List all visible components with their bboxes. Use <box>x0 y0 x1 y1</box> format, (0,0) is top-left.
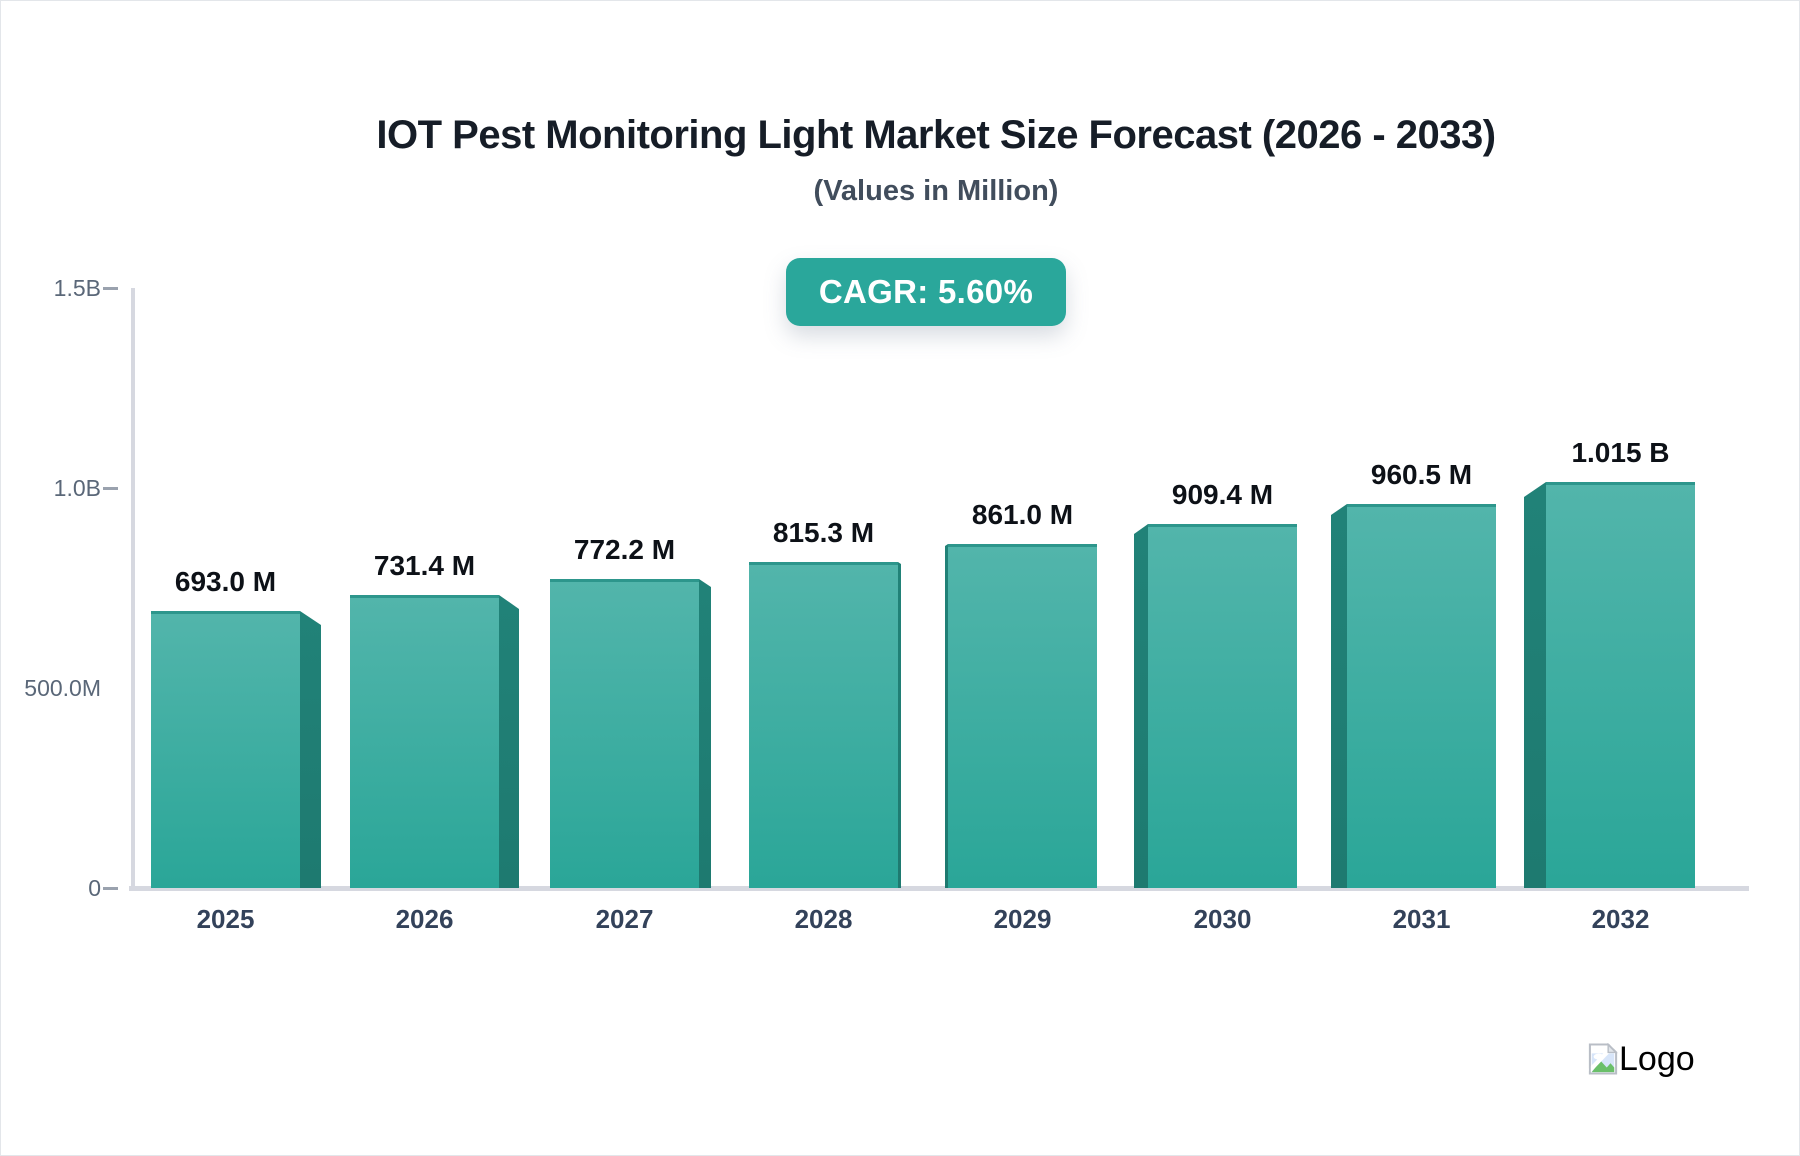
bar-value-label: 909.4 M <box>1171 479 1274 510</box>
bar-side-face-2026[interactable] <box>499 595 519 888</box>
bar-2032[interactable] <box>1546 482 1695 888</box>
bar-2031[interactable] <box>1347 504 1496 888</box>
bar-value-label: 772.2 M <box>573 534 676 565</box>
y-axis-tick-dash <box>103 887 118 890</box>
bar-side-face-2027[interactable] <box>699 579 711 888</box>
chart-subtitle: (Values in Million) <box>813 175 1059 207</box>
bar-value-label: 861.0 M <box>971 499 1074 530</box>
bar-2025[interactable] <box>151 611 300 888</box>
y-axis-tick-label: 1.5B <box>53 275 101 301</box>
y-axis-tick-label: 500.0M <box>24 675 101 701</box>
y-axis-tick-label: 0 <box>88 875 101 901</box>
bar-2026[interactable] <box>350 595 499 888</box>
bar-value-label: 815.3 M <box>772 517 875 548</box>
cagr-badge: CAGR: 5.60% <box>786 258 1066 326</box>
bar-2029[interactable] <box>948 544 1097 888</box>
x-axis-tick-label: 2027 <box>595 904 654 934</box>
bar-value-label: 731.4 M <box>373 550 476 581</box>
y-axis-tick-label: 1.0B <box>53 475 101 501</box>
bar-side-face-2032[interactable] <box>1524 482 1546 888</box>
x-axis-tick-label: 2030 <box>1193 904 1252 934</box>
bar-value-label: 1.015 B <box>1571 437 1670 468</box>
x-axis-tick-label: 2026 <box>395 904 454 934</box>
y-axis-line <box>131 288 135 888</box>
logo-text: Logo <box>1619 1040 1695 1078</box>
bar-2028[interactable] <box>749 562 898 888</box>
x-axis-tick-label: 2029 <box>993 904 1052 934</box>
bar-value-label: 693.0 M <box>174 566 277 597</box>
y-axis-tick-dash <box>103 287 118 290</box>
bar-side-face-2025[interactable] <box>300 611 321 888</box>
bar-side-face-2029[interactable] <box>945 544 948 888</box>
y-axis-tick-dash <box>103 487 118 490</box>
bar-value-label: 960.5 M <box>1370 459 1473 490</box>
x-axis-tick-label: 2032 <box>1591 904 1650 934</box>
bar-side-face-2030[interactable] <box>1134 524 1148 888</box>
x-axis-tick-label: 2025 <box>196 904 255 934</box>
bar-side-face-2031[interactable] <box>1331 504 1347 888</box>
bar-2027[interactable] <box>550 579 699 888</box>
broken-image-icon <box>1588 1043 1618 1075</box>
x-axis-tick-label: 2028 <box>794 904 853 934</box>
chart-title: IOT Pest Monitoring Light Market Size Fo… <box>376 113 1496 157</box>
bar-2030[interactable] <box>1148 524 1297 888</box>
x-axis-tick-label: 2031 <box>1392 904 1451 934</box>
x-axis-line <box>129 886 1749 891</box>
logo: Logo <box>1588 1041 1695 1077</box>
bar-side-face-2028[interactable] <box>898 562 901 888</box>
